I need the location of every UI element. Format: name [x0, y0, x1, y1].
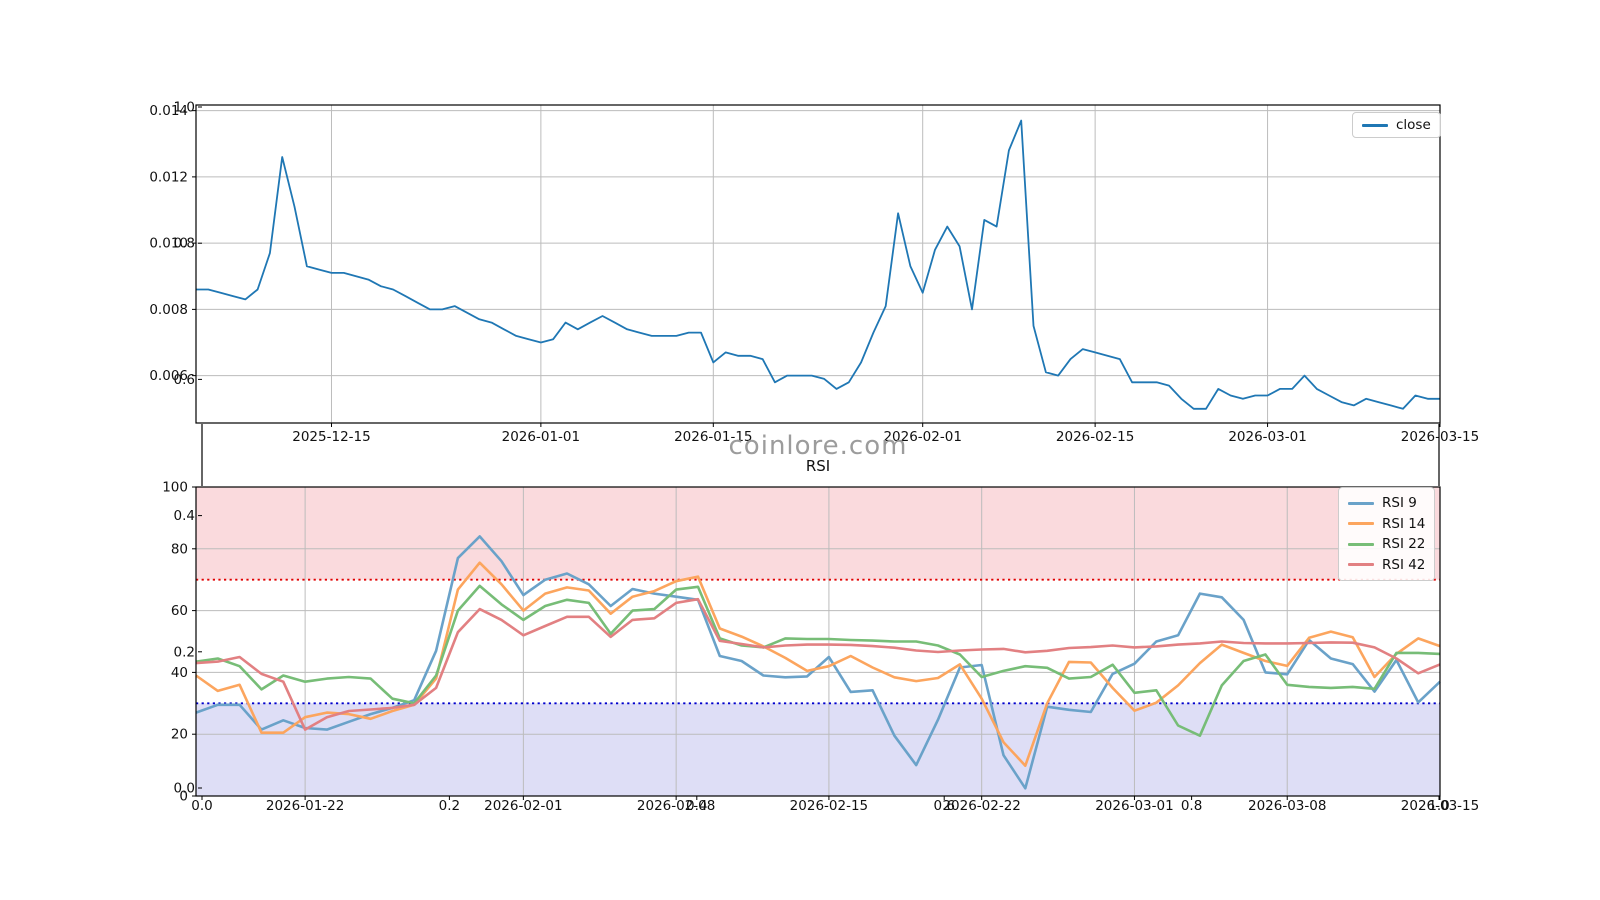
close-line-sample: [1362, 123, 1388, 127]
rsi-9-line-sample: [1348, 501, 1374, 505]
rsi-22-line-sample: [1348, 542, 1374, 546]
y-tick-label: 80: [171, 541, 188, 557]
x-tick-label: 2026-02-08: [637, 798, 715, 814]
y-tick-label: 0.006: [149, 368, 188, 384]
rsi-42-line: [195, 597, 1441, 731]
watermark: coinlore.com: [728, 431, 908, 461]
x-tick-label: 2026-03-15: [1401, 429, 1479, 445]
overlay-y-tick-label: 1.0: [174, 100, 195, 116]
y-tick-label: 40: [171, 665, 188, 681]
x-tick-label: 2026-03-01: [1095, 798, 1173, 814]
legend-item-rsi-14: RSI 14: [1348, 516, 1425, 532]
x-tick-label: 2026-02-15: [1056, 429, 1134, 445]
rsi-42-line-sample: [1348, 563, 1374, 567]
x-tick-label: 2026-02-22: [942, 798, 1020, 814]
rsi-panel-title: RSI: [805, 457, 831, 475]
x-tick-label: 2026-01-01: [502, 429, 580, 445]
rsi-axes-frame: [195, 486, 1441, 797]
price-axes-frame: [195, 104, 1441, 424]
rsi-14-line-sample: [1348, 522, 1374, 526]
overbought-band: [196, 487, 1440, 580]
overlay-x-tick-label: 0.0: [191, 798, 212, 814]
overlay-y-tick-label: 0.6: [174, 372, 195, 388]
x-tick-label: 2026-02-01: [883, 429, 961, 445]
legend-item-close: close: [1362, 117, 1431, 133]
legend-label-rsi-42: RSI 42: [1382, 556, 1426, 573]
overlay-x-tick-label: 0.4: [686, 798, 707, 814]
rsi-22-line: [195, 584, 1441, 738]
y-tick-label: 100: [162, 480, 188, 496]
y-tick-label: 0.008: [149, 302, 188, 318]
legend-label-rsi-9: RSI 9: [1382, 495, 1417, 512]
overlay-x-tick-label: 1.0: [1428, 798, 1449, 814]
legend-label-rsi-22: RSI 22: [1382, 536, 1426, 553]
legend-label-close: close: [1396, 117, 1431, 133]
y-tick-label: 0.012: [149, 169, 188, 185]
x-tick-label: 2026-03-15: [1401, 798, 1479, 814]
rsi-legend: RSI 9 RSI 14 RSI 22 RSI 42: [1338, 487, 1436, 581]
legend-item-rsi-9: RSI 9: [1348, 495, 1425, 511]
y-tick-label: 20: [171, 727, 188, 743]
rsi-9-line: [195, 535, 1441, 790]
x-tick-label: 2026-01-15: [674, 429, 752, 445]
x-tick-label: 2026-03-01: [1228, 429, 1306, 445]
overlay-y-tick-label: 0.0: [174, 781, 195, 797]
overlay-x-tick-label: 0.6: [933, 798, 954, 814]
overlay-x-tick-label: 0.2: [439, 798, 460, 814]
price-legend: close: [1352, 112, 1441, 138]
y-tick-label: 0.010: [149, 236, 188, 252]
y-tick-label: 60: [171, 603, 188, 619]
close-line: [196, 119, 1440, 410]
overlay-y-tick-label: 0.8: [174, 236, 195, 252]
overlay-y-tick-label: 0.2: [174, 644, 195, 660]
rsi-14-line: [195, 561, 1441, 768]
oversold-band: [196, 703, 1440, 796]
x-tick-label: 2026-02-15: [790, 798, 868, 814]
x-tick-label: 2026-01-22: [266, 798, 344, 814]
x-tick-label: 2026-02-01: [484, 798, 562, 814]
x-tick-label: 2026-03-08: [1248, 798, 1326, 814]
y-tick-label: 0: [179, 789, 188, 805]
overlay-x-tick-label: 0.8: [1181, 798, 1202, 814]
overlay-y-tick-label: 0.4: [174, 508, 195, 524]
x-tick-label: 2025-12-15: [292, 429, 370, 445]
legend-item-rsi-42: RSI 42: [1348, 557, 1425, 573]
legend-label-rsi-14: RSI 14: [1382, 515, 1426, 532]
y-tick-label: 0.014: [149, 103, 188, 119]
legend-item-rsi-22: RSI 22: [1348, 536, 1425, 552]
